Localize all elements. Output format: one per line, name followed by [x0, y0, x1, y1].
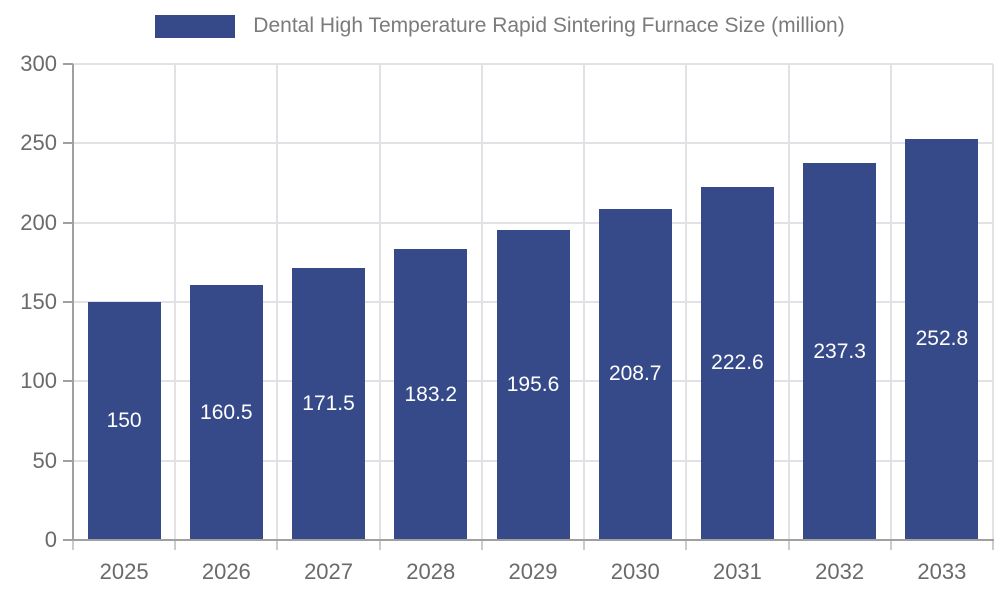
y-axis-tick-label: 300 [20, 51, 57, 76]
x-axis-tick [787, 540, 790, 550]
bar-2025[interactable]: 150 [87, 302, 161, 540]
gridline-vertical [889, 64, 892, 540]
y-axis-tick-label: 50 [32, 447, 57, 473]
x-axis-tick [685, 540, 688, 550]
y-axis-tick [63, 221, 73, 224]
x-axis-tick-label: 2031 [712, 559, 762, 584]
gridline-vertical [378, 64, 381, 540]
x-axis-tick-label: 2033 [917, 559, 967, 584]
legend-swatch [155, 14, 236, 38]
y-axis-tick-label: 200 [20, 209, 57, 235]
y-axis-tick [63, 539, 73, 541]
gridline-horizontal [73, 221, 993, 224]
x-axis-tick [174, 540, 177, 550]
x-axis-tick-label: 2030 [610, 559, 660, 584]
gridline-vertical [480, 64, 483, 540]
gridline-vertical [685, 64, 688, 540]
gridline-vertical [174, 64, 177, 540]
x-axis-line [72, 539, 994, 541]
x-axis-tick-label: 2028 [406, 559, 456, 584]
bar-2028[interactable]: 183.2 [394, 249, 468, 540]
bar-2030[interactable]: 208.7 [598, 208, 672, 540]
y-axis-tick-label: 250 [20, 130, 57, 156]
x-axis-tick-label: 2029 [508, 559, 558, 584]
x-axis-tick-label: 2032 [815, 559, 865, 584]
y-axis-tick [63, 301, 73, 303]
x-axis-tick-label: 2026 [201, 559, 251, 584]
x-axis-tick [583, 540, 586, 550]
gridline-horizontal [73, 63, 993, 65]
x-axis-tick [378, 540, 381, 550]
y-axis-tick-label: 100 [20, 368, 57, 394]
y-axis-line [72, 64, 74, 541]
y-axis-tick-label: 0 [44, 527, 57, 552]
bar-2032[interactable]: 237.3 [803, 163, 877, 540]
x-axis-tick-label: 2025 [99, 559, 149, 584]
x-axis-tick [889, 540, 892, 550]
legend-label: Dental High Temperature Rapid Sintering … [253, 14, 845, 37]
bar-2029[interactable]: 195.6 [496, 229, 570, 540]
bar-2033[interactable]: 252.8 [905, 138, 979, 540]
bar-2027[interactable]: 171.5 [292, 267, 366, 540]
gridline-vertical [583, 64, 586, 540]
y-axis-tick [63, 142, 73, 145]
gridline-vertical [276, 64, 279, 540]
x-axis-tick-label: 2027 [304, 559, 354, 584]
bar-2026[interactable]: 160.5 [189, 285, 263, 540]
legend-item[interactable]: Dental High Temperature Rapid Sintering … [0, 13, 1000, 39]
gridline-vertical [992, 64, 994, 540]
y-axis-tick [63, 63, 73, 65]
gridline-vertical [787, 64, 790, 540]
x-axis-tick [276, 540, 279, 550]
y-axis-tick-label: 150 [20, 289, 57, 314]
x-axis-tick [480, 540, 483, 550]
gridline-horizontal [73, 142, 993, 145]
x-axis-tick [992, 540, 994, 550]
y-axis-tick [63, 380, 73, 383]
bar-2031[interactable]: 222.6 [700, 186, 774, 540]
y-axis-tick [63, 459, 73, 462]
x-axis-tick [72, 540, 74, 550]
